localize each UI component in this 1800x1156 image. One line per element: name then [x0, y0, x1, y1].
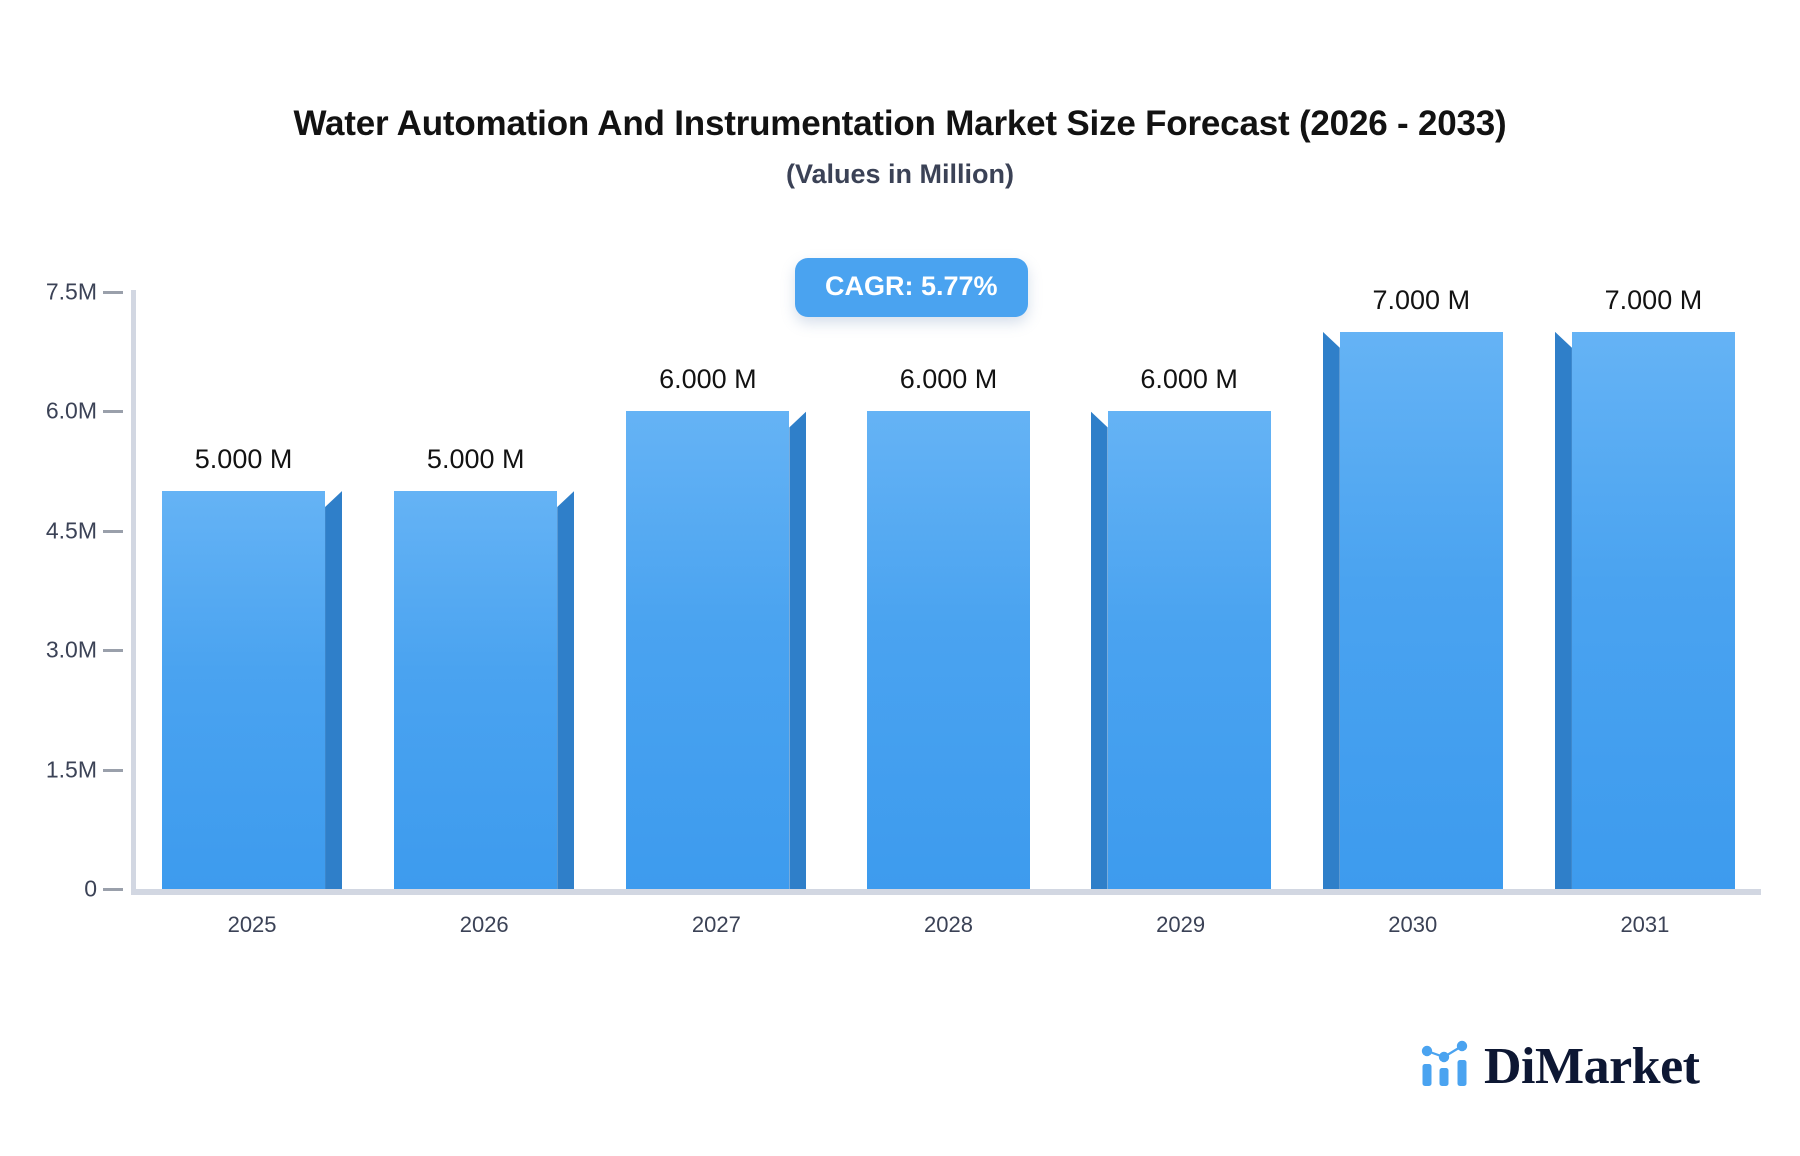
- y-axis-line: [131, 290, 136, 891]
- bar-value-label: 5.000 M: [426, 444, 525, 474]
- bar-2025[interactable]: [162, 491, 326, 889]
- y-axis-tick: [103, 888, 123, 891]
- y-axis-label: 6.0M: [45, 397, 97, 424]
- y-axis-tick: [103, 768, 123, 772]
- x-axis-label-2031: 2031: [1620, 912, 1670, 937]
- cagr-badge: CAGR: 5.77%: [795, 258, 1028, 317]
- chart-subtitle: (Values in Million): [785, 158, 1015, 189]
- bar-side-panel: [557, 491, 575, 889]
- bar-value-label: 5.000 M: [194, 444, 293, 474]
- y-axis-tick: [103, 529, 123, 533]
- bar-side-panel: [1554, 331, 1572, 889]
- y-axis-tick: [103, 649, 123, 653]
- chart-header: Water Automation And Instrumentation Mar…: [0, 104, 1800, 189]
- bar-value-label: 7.000 M: [1372, 284, 1471, 315]
- x-axis-label-2026: 2026: [459, 912, 509, 937]
- brand-name: DiMarket: [1484, 1037, 1700, 1095]
- bar-2030[interactable]: [1339, 331, 1503, 889]
- bar-side-panel: [325, 491, 343, 889]
- x-axis-label-2029: 2029: [1156, 912, 1206, 937]
- bar-value-label: 6.000 M: [899, 364, 998, 395]
- y-axis-tick: [103, 291, 123, 294]
- y-axis-label: 7.5M: [45, 278, 97, 305]
- bar-side-panel: [1090, 411, 1108, 889]
- page-title: Water Automation And Instrumentation Mar…: [293, 104, 1507, 143]
- x-axis-line: [131, 889, 1761, 895]
- y-axis-label: 0: [84, 875, 97, 902]
- x-axis-label-2025: 2025: [227, 912, 277, 937]
- bar-value-label: 7.000 M: [1604, 284, 1703, 315]
- bar-2026[interactable]: [394, 491, 558, 889]
- bar-2027[interactable]: [626, 411, 790, 889]
- bar-value-label: 6.000 M: [1140, 364, 1238, 395]
- y-axis-label: 1.5M: [45, 756, 97, 783]
- bar-side-panel: [789, 411, 807, 889]
- x-axis-label-2028: 2028: [924, 912, 973, 937]
- x-axis-label-2030: 2030: [1388, 912, 1438, 937]
- bar-2031[interactable]: [1571, 331, 1735, 889]
- bar-2028[interactable]: [867, 411, 1030, 889]
- y-axis-label: 4.5M: [45, 517, 97, 544]
- bar-value-label: 6.000 M: [659, 364, 757, 395]
- bar-2029[interactable]: [1107, 411, 1271, 889]
- bar-side-panel: [1322, 331, 1340, 889]
- bar-chart-icon: [1420, 1040, 1472, 1093]
- y-axis-label: 3.0M: [45, 636, 97, 663]
- x-axis-label-2027: 2027: [691, 912, 741, 937]
- brand-logo: DiMarket: [1420, 1037, 1700, 1095]
- y-axis-tick: [103, 410, 123, 414]
